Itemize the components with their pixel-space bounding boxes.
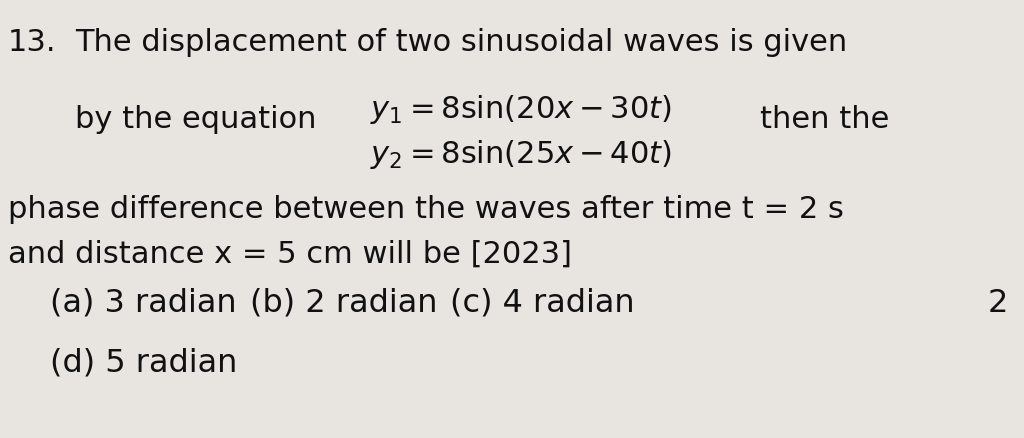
Text: The displacement of two sinusoidal waves is given: The displacement of two sinusoidal waves… (75, 28, 847, 57)
Text: then the: then the (760, 105, 890, 134)
Text: (b) 2 radian: (b) 2 radian (250, 287, 437, 318)
Text: 13.: 13. (8, 28, 56, 57)
Text: $y_1 = 8\sin(20x - 30t)$: $y_1 = 8\sin(20x - 30t)$ (370, 93, 672, 126)
Text: (c) 4 radian: (c) 4 radian (450, 287, 635, 318)
Text: by the equation: by the equation (75, 105, 316, 134)
Text: $y_2 = 8\sin(25x - 40t)$: $y_2 = 8\sin(25x - 40t)$ (370, 138, 672, 171)
Text: 2: 2 (987, 287, 1008, 318)
Text: (a) 3 radian: (a) 3 radian (50, 287, 237, 318)
Text: (d) 5 radian: (d) 5 radian (50, 347, 238, 378)
Text: phase difference between the waves after time t = 2 s: phase difference between the waves after… (8, 194, 844, 223)
Text: and distance x = 5 cm will be [2023]: and distance x = 5 cm will be [2023] (8, 240, 572, 268)
